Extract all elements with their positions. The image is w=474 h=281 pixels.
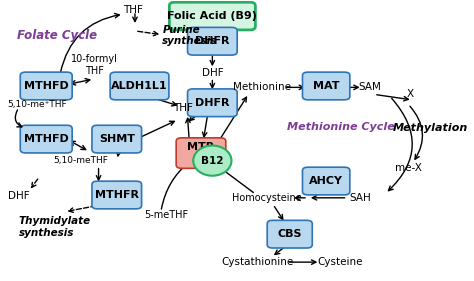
Ellipse shape	[193, 146, 231, 176]
Text: Homocysteine: Homocysteine	[232, 193, 302, 203]
FancyBboxPatch shape	[188, 27, 237, 55]
FancyBboxPatch shape	[20, 125, 72, 153]
Text: MTHFR: MTHFR	[95, 190, 139, 200]
Text: 5-meTHF: 5-meTHF	[144, 210, 188, 219]
FancyBboxPatch shape	[267, 220, 312, 248]
Text: Folate Cycle: Folate Cycle	[17, 29, 97, 42]
FancyBboxPatch shape	[92, 181, 142, 209]
Text: Purine
synthesis: Purine synthesis	[162, 25, 218, 46]
Text: DHF: DHF	[201, 68, 223, 78]
Text: Methionine Cycle: Methionine Cycle	[287, 121, 395, 132]
Text: Cysteine: Cysteine	[317, 257, 363, 267]
FancyBboxPatch shape	[188, 89, 237, 117]
Text: DHFR: DHFR	[195, 98, 229, 108]
Text: AHCY: AHCY	[309, 176, 343, 186]
Text: 5,10-meTHF: 5,10-meTHF	[53, 156, 108, 165]
FancyBboxPatch shape	[176, 138, 226, 168]
Text: SAH: SAH	[349, 193, 371, 203]
Text: 10-formyl
THF: 10-formyl THF	[71, 54, 118, 76]
Text: ALDH1L1: ALDH1L1	[111, 81, 168, 91]
Text: me-X: me-X	[395, 164, 421, 173]
Text: 5,10-me⁺THF: 5,10-me⁺THF	[8, 100, 67, 109]
Text: DHFR: DHFR	[195, 36, 229, 46]
FancyBboxPatch shape	[302, 72, 350, 100]
Text: MTR: MTR	[187, 142, 215, 153]
Text: SAM: SAM	[358, 82, 381, 92]
Text: SHMT: SHMT	[99, 134, 135, 144]
FancyBboxPatch shape	[20, 72, 72, 100]
Text: MTHFD: MTHFD	[24, 134, 69, 144]
Text: Thymidylate
synthesis: Thymidylate synthesis	[19, 216, 91, 238]
Text: Folic Acid (B9): Folic Acid (B9)	[167, 11, 257, 21]
Text: MTHFD: MTHFD	[24, 81, 69, 91]
FancyBboxPatch shape	[92, 125, 142, 153]
FancyBboxPatch shape	[110, 72, 169, 100]
Text: Methylation: Methylation	[393, 123, 468, 133]
Text: THF: THF	[123, 6, 143, 15]
Text: X: X	[407, 89, 414, 99]
FancyBboxPatch shape	[169, 2, 255, 30]
Text: THF: THF	[173, 103, 193, 113]
Text: Cystathionine: Cystathionine	[222, 257, 294, 267]
Text: B12: B12	[201, 156, 224, 166]
Text: Methionine: Methionine	[233, 82, 292, 92]
Text: CBS: CBS	[277, 229, 302, 239]
Text: MAT: MAT	[313, 81, 339, 91]
Text: DHF: DHF	[8, 191, 30, 201]
FancyBboxPatch shape	[302, 167, 350, 195]
